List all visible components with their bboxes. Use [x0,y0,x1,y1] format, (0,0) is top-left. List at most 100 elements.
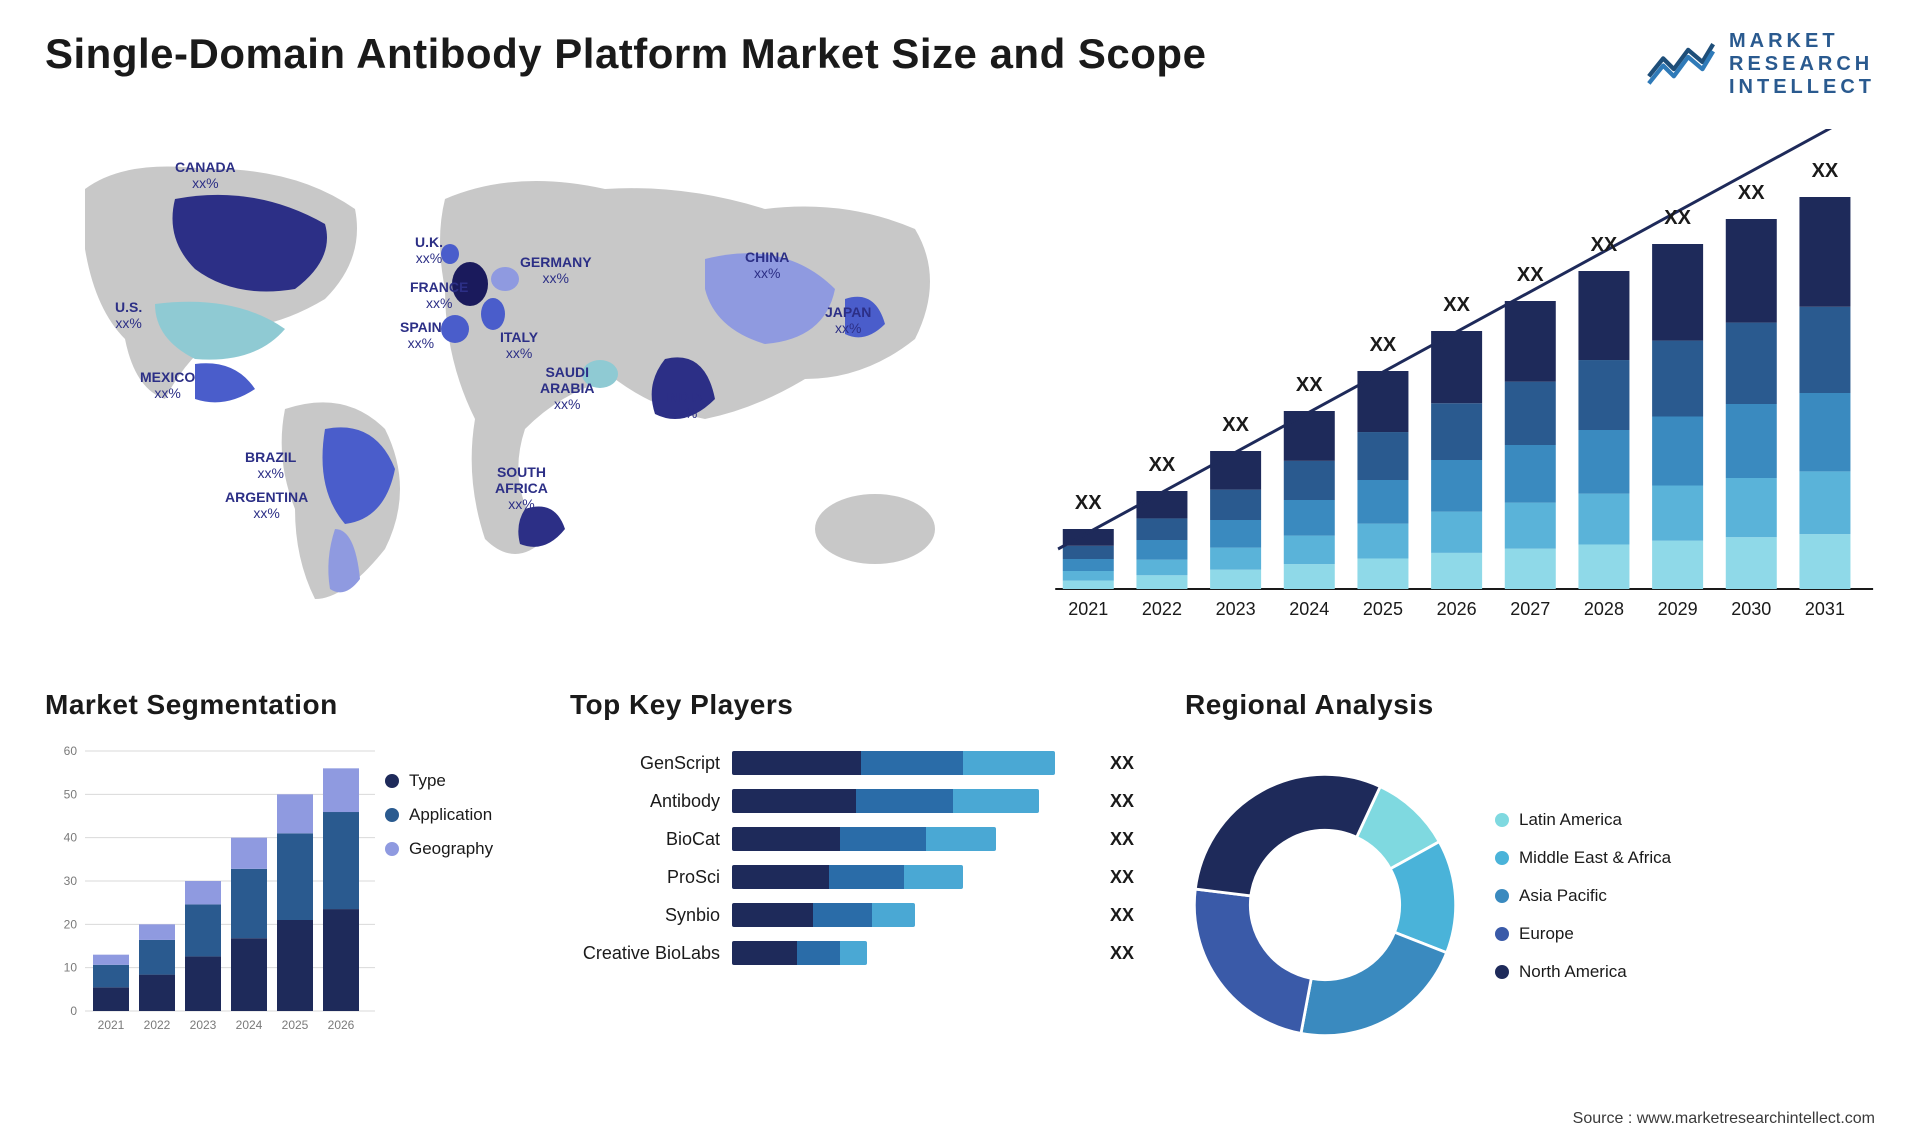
growth-value-2021: XX [1075,492,1102,515]
growth-value-2030: XX [1738,182,1765,205]
growth-value-2029: XX [1664,207,1691,230]
growth-value-2023: XX [1222,414,1249,437]
player-bar [732,903,915,927]
player-row-prosci: ProSci XX [570,865,1150,889]
svg-text:50: 50 [64,787,78,801]
region-legend-middle-east-africa: Middle East & Africa [1495,848,1671,868]
page-title: Single-Domain Antibody Platform Market S… [45,30,1206,78]
player-name: Creative BioLabs [570,943,720,964]
segmentation-bar-chart: 0102030405060202120222023202420252026 [45,741,375,1041]
growth-bar-chart [1025,129,1875,639]
growth-value-2026: XX [1443,294,1470,317]
growth-value-2025: XX [1370,334,1397,357]
growth-year-2031: 2031 [1805,599,1845,620]
player-bar [732,865,963,889]
seg-legend-application: Application [385,805,493,825]
growth-year-2022: 2022 [1142,599,1182,620]
logo-text-3: INTELLECT [1729,76,1875,99]
region-legend-latin-america: Latin America [1495,810,1671,830]
player-name: ProSci [570,867,720,888]
player-bar [732,789,1039,813]
svg-text:2023: 2023 [190,1018,217,1032]
player-row-biocat: BioCat XX [570,827,1150,851]
growth-year-2021: 2021 [1068,599,1108,620]
growth-year-2025: 2025 [1363,599,1403,620]
player-value: XX [1110,943,1150,964]
player-value: XX [1110,829,1150,850]
player-row-antibody: Antibody XX [570,789,1150,813]
regional-donut-chart [1185,765,1465,1045]
players-panel: Top Key Players GenScriptXXAntibodyXXBio… [570,689,1150,1069]
svg-text:2022: 2022 [144,1018,171,1032]
svg-text:20: 20 [64,917,78,931]
svg-text:40: 40 [64,831,78,845]
map-label-u-k-: U.K.xx% [415,234,443,266]
players-title: Top Key Players [570,689,1150,721]
regional-title: Regional Analysis [1185,689,1875,721]
map-label-india: INDIAxx% [665,389,703,421]
map-label-germany: GERMANYxx% [520,254,592,286]
player-name: BioCat [570,829,720,850]
growth-year-2023: 2023 [1216,599,1256,620]
brand-logo: MARKET RESEARCH INTELLECT [1645,30,1875,99]
player-name: Antibody [570,791,720,812]
player-bar [732,827,996,851]
segmentation-legend: Type Application Geography [385,771,493,873]
player-name: Synbio [570,905,720,926]
player-bar [732,751,1055,775]
player-row-synbio: Synbio XX [570,903,1150,927]
player-row-creative-biolabs: Creative BioLabs XX [570,941,1150,965]
player-value: XX [1110,905,1150,926]
growth-year-2029: 2029 [1658,599,1698,620]
growth-value-2024: XX [1296,374,1323,397]
map-label-brazil: BRAZILxx% [245,449,296,481]
map-label-south-africa: SOUTHAFRICAxx% [495,464,548,512]
growth-year-2030: 2030 [1731,599,1771,620]
growth-year-2026: 2026 [1437,599,1477,620]
svg-text:2025: 2025 [282,1018,309,1032]
map-label-china: CHINAxx% [745,249,789,281]
player-value: XX [1110,867,1150,888]
svg-text:10: 10 [64,961,78,975]
player-name: GenScript [570,753,720,774]
logo-mark-icon [1645,37,1717,92]
growth-value-2022: XX [1149,454,1176,477]
player-bar [732,941,867,965]
region-legend-europe: Europe [1495,924,1671,944]
regional-panel: Regional Analysis Latin America Middle Ea… [1185,689,1875,1069]
player-row-genscript: GenScript XX [570,751,1150,775]
map-label-u-s-: U.S.xx% [115,299,142,331]
logo-text-2: RESEARCH [1729,53,1875,76]
seg-legend-type: Type [385,771,493,791]
growth-year-2024: 2024 [1289,599,1329,620]
growth-year-2027: 2027 [1510,599,1550,620]
growth-value-2027: XX [1517,264,1544,287]
player-value: XX [1110,753,1150,774]
map-label-argentina: ARGENTINAxx% [225,489,308,521]
seg-legend-geography: Geography [385,839,493,859]
map-label-spain: SPAINxx% [400,319,442,351]
map-label-japan: JAPANxx% [825,304,871,336]
world-map-panel: CANADAxx% U.S.xx% MEXICOxx% BRAZILxx% ARGENT… [45,129,985,639]
map-label-mexico: MEXICOxx% [140,369,195,401]
growth-chart-panel: XX 2021 XX 2022 XX 2023 XX 2024 XX 2025 XX 2026 XX 20… [1025,129,1875,639]
svg-text:30: 30 [64,874,78,888]
player-value: XX [1110,791,1150,812]
growth-value-2031: XX [1812,160,1839,183]
svg-text:60: 60 [64,744,78,758]
map-label-france: FRANCExx% [410,279,468,311]
regional-legend: Latin America Middle East & Africa Asia Pa… [1495,810,1671,1000]
region-legend-north-america: North America [1495,962,1671,982]
svg-text:2026: 2026 [328,1018,355,1032]
map-label-canada: CANADAxx% [175,159,236,191]
source-attribution: Source : www.marketresearchintellect.com [1573,1110,1875,1128]
growth-year-2028: 2028 [1584,599,1624,620]
map-label-italy: ITALYxx% [500,329,538,361]
segmentation-title: Market Segmentation [45,689,535,721]
growth-value-2028: XX [1591,234,1618,257]
logo-text-1: MARKET [1729,30,1875,53]
region-legend-asia-pacific: Asia Pacific [1495,886,1671,906]
svg-text:2024: 2024 [236,1018,263,1032]
svg-text:2021: 2021 [98,1018,125,1032]
map-label-saudi-arabia: SAUDIARABIAxx% [540,364,594,412]
